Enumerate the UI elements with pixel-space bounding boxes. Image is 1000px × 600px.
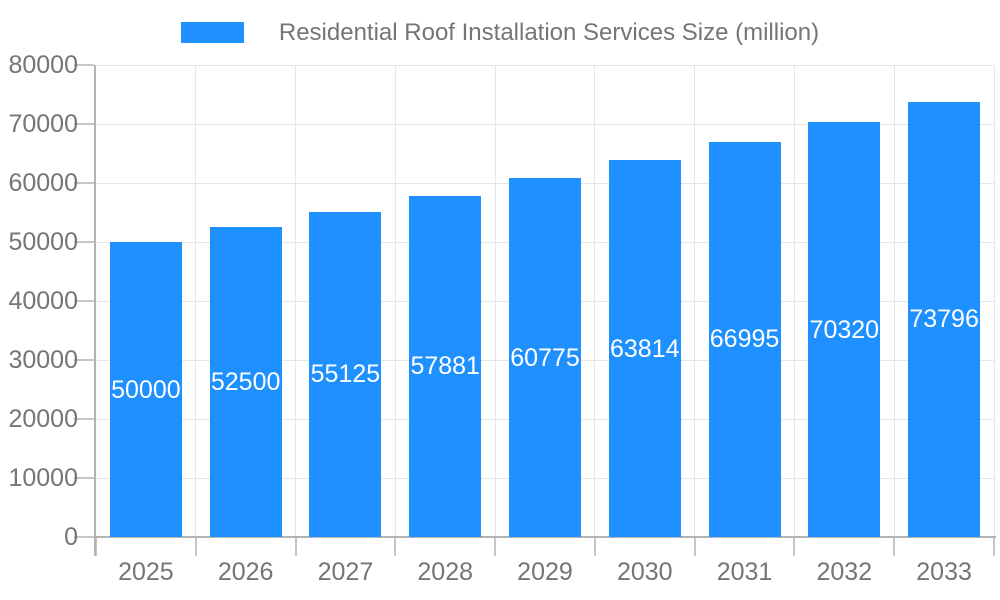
bar-value-label: 55125 (310, 360, 381, 389)
x-tick-mark (693, 537, 696, 556)
x-axis-label-2029: 2029 (517, 558, 573, 586)
gridline-v (594, 65, 596, 537)
gridline-v (295, 65, 297, 537)
x-axis-label-2027: 2027 (317, 558, 374, 586)
legend-label: Residential Roof Installation Services S… (278, 18, 820, 46)
y-axis-label: 30000 (8, 346, 78, 374)
bar-value-label: 50000 (111, 375, 181, 404)
bar-value-label: 57881 (410, 352, 480, 381)
bar-value-label: 66995 (709, 325, 780, 354)
x-tick-mark (593, 537, 596, 556)
y-axis-label: 60000 (8, 169, 78, 197)
x-axis-label-2028: 2028 (417, 558, 474, 586)
y-tick-mark (74, 359, 94, 361)
y-axis-label: 40000 (8, 287, 78, 315)
x-axis-label-2025: 2025 (118, 558, 174, 586)
gridline-v (793, 65, 795, 537)
x-tick-mark (993, 537, 995, 556)
x-tick-mark (494, 537, 497, 556)
y-axis-label: 50000 (8, 228, 78, 256)
y-axis-label: 0 (64, 523, 78, 551)
y-tick-mark (74, 300, 94, 302)
y-axis-label: 70000 (8, 110, 78, 138)
gridline-v (993, 65, 995, 537)
bar-value-label: 70320 (809, 315, 880, 344)
gridline-v (195, 65, 197, 537)
y-axis-label: 10000 (8, 464, 78, 492)
bar-value-label: 60775 (510, 343, 580, 372)
gridline-v (394, 65, 396, 537)
bar-2028[interactable] (409, 195, 482, 537)
y-tick-mark (74, 64, 94, 66)
x-tick-mark (194, 537, 197, 556)
legend-swatch (180, 22, 244, 43)
x-axis-label-2031: 2031 (716, 558, 773, 586)
y-tick-mark (74, 477, 94, 479)
y-tick-mark (74, 123, 94, 125)
bar-2033[interactable] (908, 101, 981, 537)
y-tick-mark (74, 418, 94, 420)
bar-2032[interactable] (808, 122, 881, 537)
bar-2026[interactable] (209, 227, 282, 537)
chart-legend: Residential Roof Installation Services S… (0, 0, 1000, 65)
gridline-v (694, 65, 696, 537)
x-tick-mark (294, 537, 297, 556)
legend-item[interactable]: Residential Roof Installation Services S… (180, 18, 820, 47)
y-tick-mark (74, 536, 94, 538)
y-axis-line (94, 65, 96, 556)
bar-value-label: 52500 (210, 368, 281, 397)
bar-value-label: 63814 (609, 334, 680, 363)
bar-2030[interactable] (608, 160, 681, 537)
x-axis-label-2032: 2032 (816, 558, 873, 586)
bar-2027[interactable] (309, 211, 382, 537)
x-axis-label-2026: 2026 (217, 558, 274, 586)
bar-2031[interactable] (708, 141, 781, 537)
y-axis-label: 80000 (8, 51, 78, 79)
x-tick-mark (893, 537, 896, 556)
x-axis-label-2030: 2030 (616, 558, 673, 586)
y-tick-mark (74, 241, 94, 243)
gridline-h (96, 64, 994, 66)
x-axis-label-2033: 2033 (916, 558, 972, 586)
x-tick-mark (793, 537, 796, 556)
bar-2029[interactable] (509, 178, 581, 537)
y-axis-label: 20000 (8, 405, 78, 433)
x-tick-mark (95, 537, 97, 556)
gridline-h (96, 123, 994, 125)
y-tick-mark (74, 182, 94, 184)
bar-value-label: 73796 (909, 305, 979, 334)
gridline-v (893, 65, 895, 537)
x-axis-line (94, 536, 996, 538)
gridline-v (494, 65, 496, 537)
x-tick-mark (394, 537, 397, 556)
bar-2025[interactable] (109, 242, 182, 537)
